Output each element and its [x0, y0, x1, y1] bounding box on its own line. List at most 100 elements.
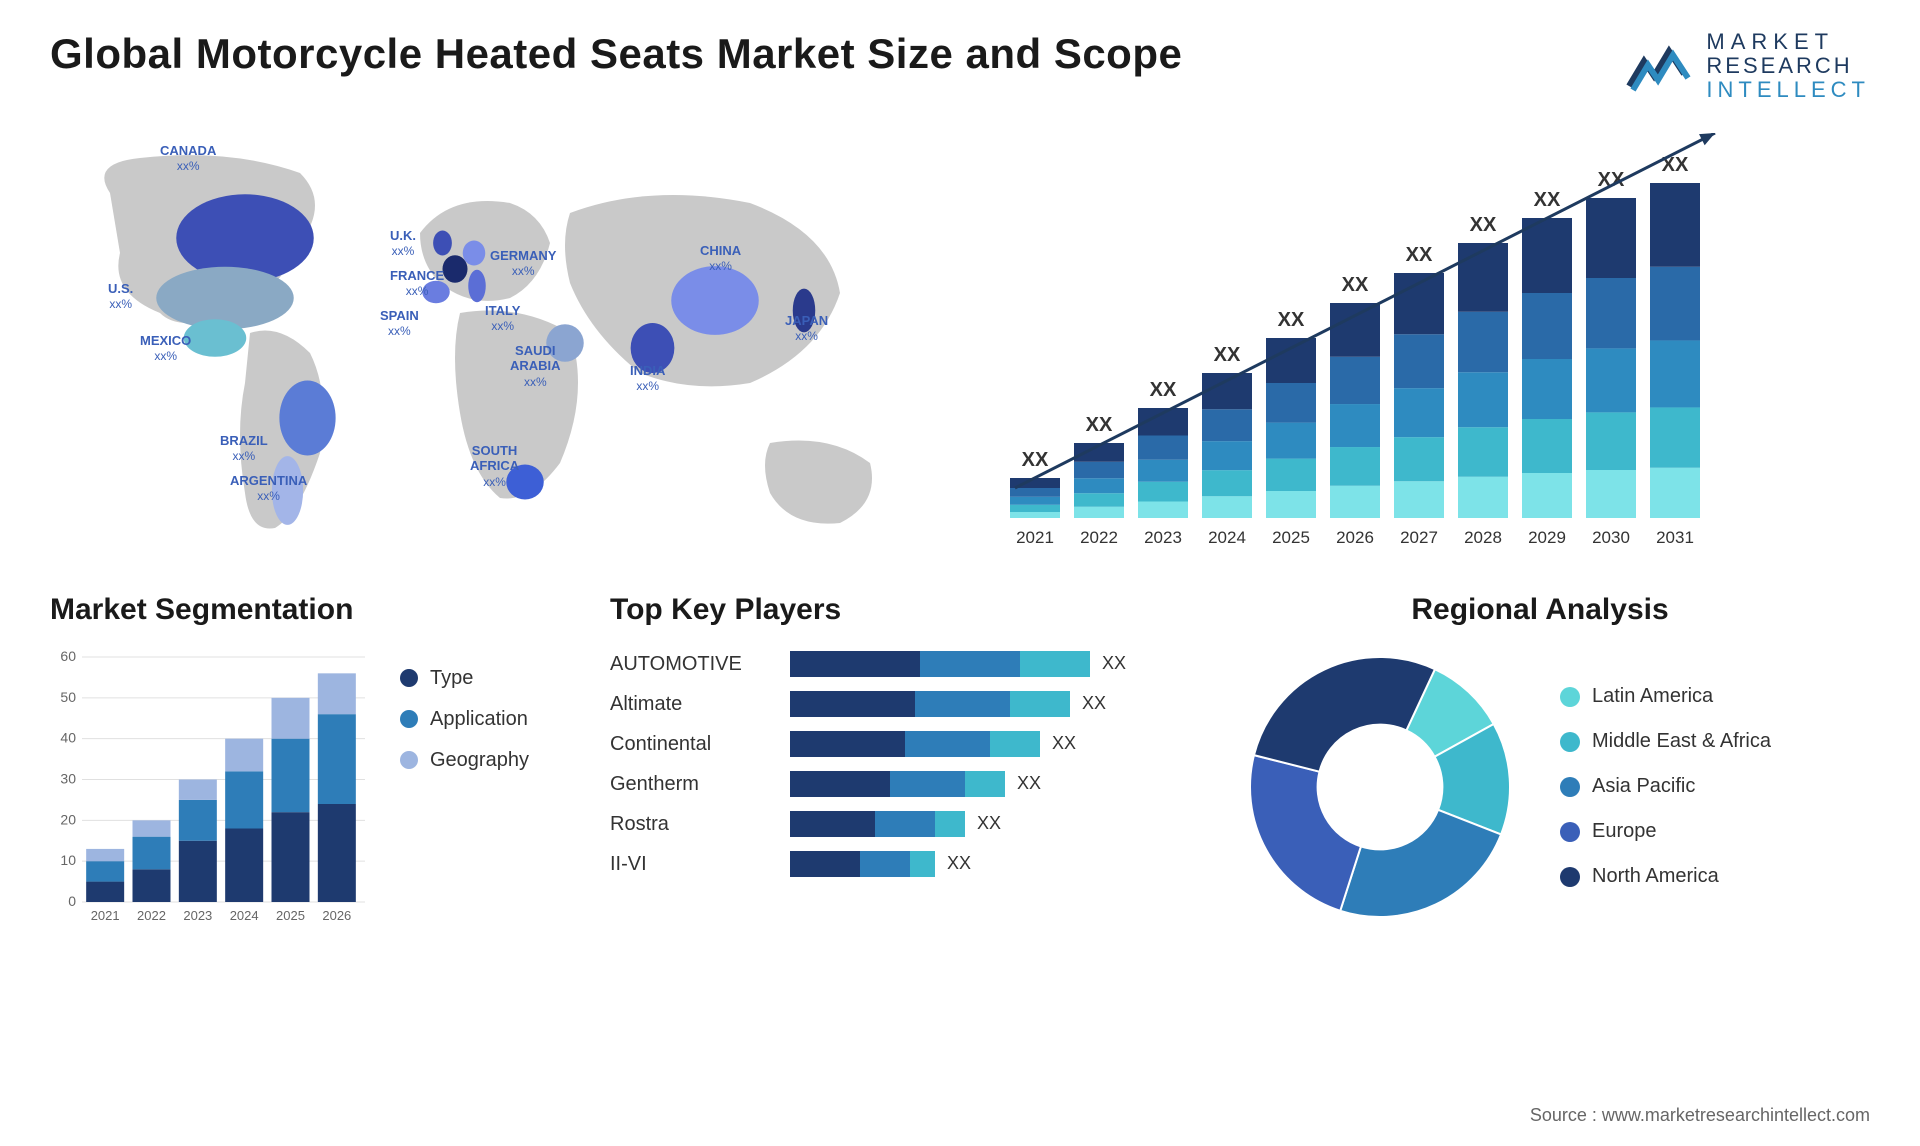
growth-chart-section: XX2021XX2022XX2023XX2024XX2025XX2026XX20… — [990, 133, 1870, 553]
legend-dot — [1560, 822, 1580, 842]
country-label: CANADAxx% — [160, 143, 216, 174]
logo-text-3: INTELLECT — [1706, 78, 1870, 102]
keyplayer-label: Altimate — [610, 691, 770, 717]
legend-dot — [400, 669, 418, 687]
keyplayer-bar-row: XX — [790, 691, 1170, 717]
legend-item: Latin America — [1560, 685, 1771, 708]
legend-label: Application — [430, 708, 528, 731]
keyplayer-label: AUTOMOTIVE — [610, 651, 770, 677]
keyplayer-bar — [790, 651, 1090, 677]
keyplayers-title: Top Key Players — [610, 593, 1170, 627]
svg-text:XX: XX — [1086, 414, 1113, 436]
country-label: INDIAxx% — [630, 363, 665, 394]
legend-label: Latin America — [1592, 685, 1713, 708]
country-label: JAPANxx% — [785, 313, 828, 344]
legend-item: Geography — [400, 749, 529, 772]
svg-text:XX: XX — [1150, 379, 1177, 401]
svg-text:2022: 2022 — [137, 908, 166, 923]
keyplayer-bar-row: XX — [790, 811, 1170, 837]
source-citation: Source : www.marketresearchintellect.com — [1530, 1105, 1870, 1126]
svg-text:2022: 2022 — [1080, 528, 1118, 547]
brand-logo: MARKET RESEARCH INTELLECT — [1624, 30, 1870, 103]
keyplayer-label: Gentherm — [610, 771, 770, 797]
legend-dot — [1560, 777, 1580, 797]
svg-text:60: 60 — [60, 648, 76, 664]
keyplayer-value: XX — [977, 813, 1001, 834]
svg-text:2025: 2025 — [276, 908, 305, 923]
keyplayer-bar-segment — [790, 811, 875, 837]
legend-item: Middle East & Africa — [1560, 730, 1771, 753]
keyplayer-bar-segment — [965, 771, 1005, 797]
legend-label: Geography — [430, 749, 529, 772]
country-label: SOUTHAFRICAxx% — [470, 443, 519, 490]
segmentation-legend: Type Application Geography — [400, 647, 529, 932]
svg-text:XX: XX — [1278, 309, 1305, 331]
legend-label: Europe — [1592, 820, 1657, 843]
country-label: U.K.xx% — [390, 228, 416, 259]
legend-item: Application — [400, 708, 529, 731]
country-label: CHINAxx% — [700, 243, 741, 274]
svg-text:40: 40 — [60, 729, 76, 745]
keyplayer-bar — [790, 731, 1040, 757]
legend-dot — [1560, 867, 1580, 887]
svg-text:2026: 2026 — [1336, 528, 1374, 547]
svg-text:2026: 2026 — [322, 908, 351, 923]
logo-text-1: MARKET — [1706, 30, 1870, 54]
svg-text:2021: 2021 — [1016, 528, 1054, 547]
keyplayer-bar — [790, 811, 965, 837]
svg-text:0: 0 — [68, 893, 76, 909]
svg-text:10: 10 — [60, 852, 76, 868]
legend-item: Type — [400, 667, 529, 690]
svg-text:2030: 2030 — [1592, 528, 1630, 547]
svg-text:XX: XX — [1022, 449, 1049, 471]
logo-text-2: RESEARCH — [1706, 54, 1870, 78]
keyplayer-label: Rostra — [610, 811, 770, 837]
keyplayer-bar-segment — [920, 651, 1020, 677]
legend-dot — [1560, 687, 1580, 707]
keyplayer-bar-segment — [860, 851, 910, 877]
legend-item: North America — [1560, 865, 1771, 888]
legend-dot — [400, 710, 418, 728]
keyplayer-bar-segment — [1020, 651, 1090, 677]
country-label: ITALYxx% — [485, 303, 520, 334]
keyplayer-value: XX — [1017, 773, 1041, 794]
keyplayer-bar-row: XX — [790, 771, 1170, 797]
keyplayers-bars: XXXXXXXXXXXX — [790, 647, 1170, 877]
keyplayer-bar — [790, 691, 1070, 717]
svg-text:2024: 2024 — [230, 908, 259, 923]
country-label: ARGENTINAxx% — [230, 473, 307, 504]
keyplayer-bar-segment — [875, 811, 935, 837]
keyplayer-bar-segment — [790, 851, 860, 877]
svg-text:20: 20 — [60, 811, 76, 827]
svg-text:XX: XX — [1534, 189, 1561, 211]
regional-title: Regional Analysis — [1210, 593, 1870, 627]
svg-text:XX: XX — [1214, 344, 1241, 366]
keyplayer-bar-segment — [790, 651, 920, 677]
keyplayer-bar-segment — [915, 691, 1010, 717]
legend-label: Asia Pacific — [1592, 775, 1695, 798]
keyplayer-value: XX — [1082, 693, 1106, 714]
svg-text:2029: 2029 — [1528, 528, 1566, 547]
country-label: SAUDIARABIAxx% — [510, 343, 561, 390]
keyplayer-value: XX — [1102, 653, 1126, 674]
country-label: U.S.xx% — [108, 281, 133, 312]
svg-text:2021: 2021 — [91, 908, 120, 923]
keyplayers-labels: AUTOMOTIVE Altimate Continental Gentherm Ros… — [610, 647, 770, 877]
svg-text:2028: 2028 — [1464, 528, 1502, 547]
keyplayer-label: Continental — [610, 731, 770, 757]
keyplayer-bar — [790, 771, 1005, 797]
svg-text:XX: XX — [1406, 244, 1433, 266]
svg-text:XX: XX — [1342, 274, 1369, 296]
growth-bar-chart: XX2021XX2022XX2023XX2024XX2025XX2026XX20… — [990, 133, 1770, 553]
world-map-section: CANADAxx%U.S.xx%MEXICOxx%BRAZILxx%ARGENT… — [50, 133, 930, 553]
keyplayer-bar-segment — [905, 731, 990, 757]
country-label: FRANCExx% — [390, 268, 444, 299]
keyplayer-bar-segment — [910, 851, 935, 877]
country-label: BRAZILxx% — [220, 433, 268, 464]
keyplayer-bar-segment — [790, 731, 905, 757]
svg-text:2023: 2023 — [183, 908, 212, 923]
legend-item: Asia Pacific — [1560, 775, 1771, 798]
logo-icon — [1624, 36, 1694, 96]
keyplayer-bar-segment — [935, 811, 965, 837]
svg-text:50: 50 — [60, 688, 76, 704]
